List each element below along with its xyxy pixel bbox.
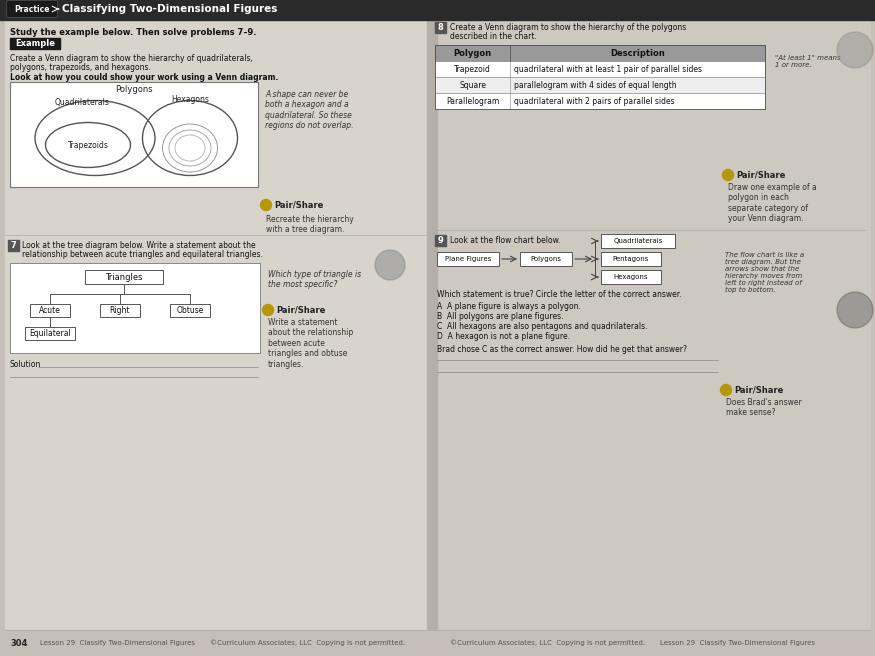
Text: Create a Venn diagram to show the hierarchy of the polygons: Create a Venn diagram to show the hierar… — [450, 23, 686, 32]
Text: quadrilateral with 2 pairs of parallel sides: quadrilateral with 2 pairs of parallel s… — [514, 96, 675, 106]
Bar — [435, 235, 446, 246]
Text: The flow chart is like a
tree diagram. But the
arrows show that the
hierarchy mo: The flow chart is like a tree diagram. B… — [725, 252, 804, 293]
Text: quadrilateral with at least 1 pair of parallel sides: quadrilateral with at least 1 pair of pa… — [514, 64, 702, 73]
Circle shape — [837, 32, 873, 68]
Text: Does Brad's answer
make sense?: Does Brad's answer make sense? — [726, 398, 802, 417]
Text: relationship between acute triangles and equilateral triangles.: relationship between acute triangles and… — [22, 250, 262, 259]
Text: Triangles: Triangles — [105, 272, 143, 281]
Text: Trapezoids: Trapezoids — [67, 140, 108, 150]
Bar — [10, 82, 258, 187]
Text: B  All polygons are plane figures.: B All polygons are plane figures. — [437, 312, 564, 321]
Text: described in the chart.: described in the chart. — [450, 32, 537, 41]
Bar — [435, 22, 446, 33]
Bar — [601, 270, 661, 284]
Text: Right: Right — [109, 306, 130, 315]
Bar — [10, 263, 260, 353]
Bar — [100, 304, 140, 317]
Text: Practice: Practice — [14, 5, 50, 14]
Text: Study the example below. Then solve problems 7–9.: Study the example below. Then solve prob… — [10, 28, 256, 37]
Bar — [0, 0, 875, 20]
Text: Obtuse: Obtuse — [177, 306, 204, 315]
FancyBboxPatch shape — [6, 1, 58, 18]
Text: Which type of triangle is
the most specific?: Which type of triangle is the most speci… — [268, 270, 361, 289]
Bar — [10, 38, 60, 49]
Bar — [435, 61, 765, 77]
Bar — [435, 45, 765, 61]
Text: polygons, trapezoids, and hexagons.: polygons, trapezoids, and hexagons. — [10, 63, 150, 72]
Bar — [5, 18, 427, 638]
Text: Recreate the hierarchy
with a tree diagram.: Recreate the hierarchy with a tree diagr… — [266, 215, 354, 234]
Text: A shape can never be
both a hexagon and a
quadrilateral. So these
regions do not: A shape can never be both a hexagon and … — [265, 90, 354, 130]
Circle shape — [262, 304, 274, 316]
Text: Create a Venn diagram to show the hierarchy of quadrilaterals,: Create a Venn diagram to show the hierar… — [10, 54, 253, 63]
Circle shape — [261, 199, 271, 211]
Bar — [432, 18, 870, 638]
Text: Draw one example of a
polygon in each
separate category of
your Venn diagram.: Draw one example of a polygon in each se… — [728, 183, 816, 223]
Text: Hexagons: Hexagons — [172, 96, 209, 104]
Text: Pair/Share: Pair/Share — [274, 201, 324, 209]
Text: Polygons: Polygons — [530, 256, 562, 262]
Text: parallelogram with 4 sides of equal length: parallelogram with 4 sides of equal leng… — [514, 81, 676, 89]
Bar — [30, 304, 70, 317]
Text: Pair/Share: Pair/Share — [276, 306, 326, 314]
Text: Polygons: Polygons — [116, 85, 153, 94]
Text: D  A hexagon is not a plane figure.: D A hexagon is not a plane figure. — [437, 332, 570, 341]
Text: Classifying Two-Dimensional Figures: Classifying Two-Dimensional Figures — [62, 4, 277, 14]
Text: Lesson 29  Classify Two-Dimensional Figures: Lesson 29 Classify Two-Dimensional Figur… — [660, 640, 815, 646]
Text: 8: 8 — [438, 23, 444, 32]
Text: Example: Example — [15, 39, 55, 48]
Bar — [8, 240, 19, 251]
Bar — [601, 234, 675, 248]
Text: ©Curriculum Associates, LLC  Copying is not permitted.: ©Curriculum Associates, LLC Copying is n… — [210, 640, 405, 646]
Text: Parallelogram: Parallelogram — [446, 96, 499, 106]
Bar — [435, 45, 765, 109]
Circle shape — [837, 292, 873, 328]
Text: Pentagons: Pentagons — [612, 256, 649, 262]
Text: Pair/Share: Pair/Share — [734, 386, 783, 394]
Bar — [85, 270, 163, 284]
Text: Equilateral: Equilateral — [29, 329, 71, 338]
Text: Pair/Share: Pair/Share — [736, 171, 786, 180]
Text: Description: Description — [610, 49, 665, 58]
Text: 9: 9 — [438, 236, 444, 245]
Circle shape — [375, 250, 405, 280]
Circle shape — [723, 169, 733, 180]
Text: Look at the flow chart below.: Look at the flow chart below. — [450, 236, 561, 245]
Text: 304: 304 — [10, 638, 27, 647]
Circle shape — [720, 384, 732, 396]
Text: Look at the tree diagram below. Write a statement about the: Look at the tree diagram below. Write a … — [22, 241, 255, 250]
Bar — [427, 18, 437, 638]
Text: Lesson 29  Classify Two-Dimensional Figures: Lesson 29 Classify Two-Dimensional Figur… — [40, 640, 195, 646]
Text: C  All hexagons are also pentagons and quadrilaterals.: C All hexagons are also pentagons and qu… — [437, 322, 648, 331]
Text: Trapezoid: Trapezoid — [454, 64, 491, 73]
Text: Look at how you could show your work using a Venn diagram.: Look at how you could show your work usi… — [10, 73, 278, 82]
Text: Which statement is true? Circle the letter of the correct answer.: Which statement is true? Circle the lett… — [437, 290, 682, 299]
Text: Quadrilaterals: Quadrilaterals — [613, 238, 662, 244]
Text: ©Curriculum Associates, LLC  Copying is not permitted.: ©Curriculum Associates, LLC Copying is n… — [450, 640, 645, 646]
Bar — [601, 252, 661, 266]
Text: Square: Square — [459, 81, 486, 89]
Bar — [0, 630, 875, 656]
Text: Plane Figures: Plane Figures — [444, 256, 491, 262]
Text: Polygon: Polygon — [453, 49, 492, 58]
Bar — [170, 304, 210, 317]
Bar — [435, 77, 765, 93]
Text: Write a statement
about the relationship
between acute
triangles and obtuse
tria: Write a statement about the relationship… — [268, 318, 354, 369]
Bar — [520, 252, 572, 266]
Text: Hexagons: Hexagons — [613, 274, 648, 280]
Text: Acute: Acute — [39, 306, 61, 315]
Bar — [25, 327, 75, 340]
Text: 7: 7 — [10, 241, 17, 250]
Text: "At least 1" means
1 or more.: "At least 1" means 1 or more. — [775, 55, 841, 68]
Text: A  A plane figure is always a polygon.: A A plane figure is always a polygon. — [437, 302, 581, 311]
Bar — [435, 93, 765, 109]
Text: Brad chose C as the correct answer. How did he get that answer?: Brad chose C as the correct answer. How … — [437, 345, 687, 354]
Bar — [437, 252, 499, 266]
Text: Solution: Solution — [10, 360, 41, 369]
Text: Quadrilaterals: Quadrilaterals — [54, 98, 109, 106]
